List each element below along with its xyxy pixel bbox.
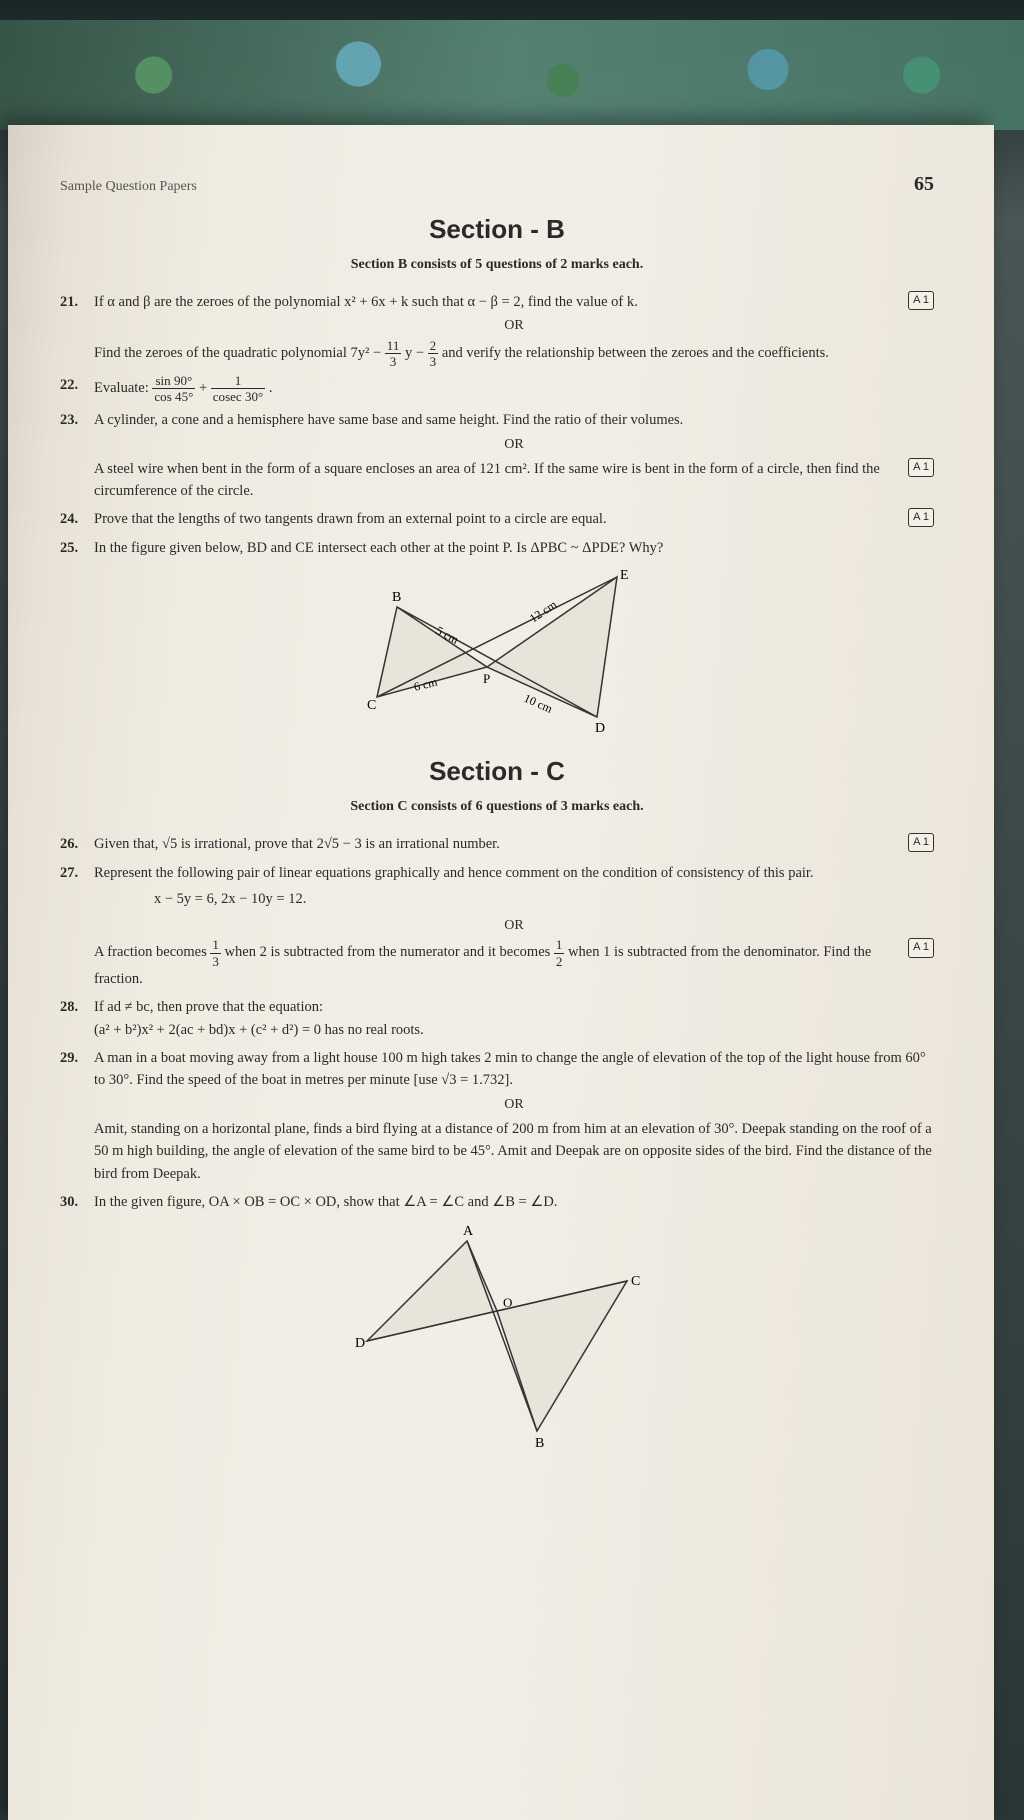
q23-text-b: A steel wire when bent in the form of a … <box>94 461 880 499</box>
question-25: 25. In the figure given below, BD and CE… <box>60 537 934 559</box>
q23-badge: A 1 <box>908 458 934 477</box>
q29-text-b: Amit, standing on a horizontal plane, fi… <box>94 1121 932 1182</box>
q23-num: 23. <box>60 409 94 502</box>
section-b-subtitle: Section B consists of 5 questions of 2 m… <box>60 257 934 273</box>
q28-line2: (a² + b²)x² + 2(ac + bd)x + (c² + d²) = … <box>94 1019 934 1041</box>
q25-label-D: D <box>595 721 605 736</box>
q30-text: In the given figure, OA × OB = OC × OD, … <box>94 1194 557 1210</box>
q25-body: In the figure given below, BD and CE int… <box>94 537 934 559</box>
q26-num: 26. <box>60 833 94 855</box>
q24-num: 24. <box>60 508 94 530</box>
q30-num: 30. <box>60 1191 94 1213</box>
q22-body: Evaluate: sin 90°cos 45° + 1cosec 30° . <box>94 374 934 403</box>
q21-badge: A 1 <box>908 291 934 310</box>
question-22: 22. Evaluate: sin 90°cos 45° + 1cosec 30… <box>60 374 934 403</box>
q30-svg: A D C B O <box>337 1221 657 1451</box>
question-27: 27. Represent the following pair of line… <box>60 862 934 990</box>
q28-num: 28. <box>60 996 94 1041</box>
q25-figure: B C D E P 5 cm 6 cm 10 cm 12 cm <box>60 567 934 742</box>
q25-label-P: P <box>483 671 490 686</box>
q30-body: In the given figure, OA × OB = OC × OD, … <box>94 1191 934 1213</box>
q27-frac1: 13 <box>210 938 221 967</box>
q23-body: A cylinder, a cone and a hemisphere have… <box>94 409 934 502</box>
q28-body: If ad ≠ bc, then prove that the equation… <box>94 996 934 1041</box>
floral-strip <box>0 20 1024 130</box>
q27-or: OR <box>94 915 934 937</box>
q27-eqn: x − 5y = 6, 2x − 10y = 12. <box>154 888 934 910</box>
question-29: 29. A man in a boat moving away from a l… <box>60 1047 934 1185</box>
q21-frac1: 113 <box>385 339 402 368</box>
q22-frac2: 1cosec 30° <box>211 374 266 403</box>
question-28: 28. If ad ≠ bc, then prove that the equa… <box>60 996 934 1041</box>
question-23: 23. A cylinder, a cone and a hemisphere … <box>60 409 934 502</box>
q24-badge: A 1 <box>908 508 934 527</box>
q23-text-a: A cylinder, a cone and a hemisphere have… <box>94 412 683 428</box>
q27-frac2: 12 <box>554 938 565 967</box>
q30-label-D: D <box>355 1336 365 1351</box>
q26-badge: A 1 <box>908 833 934 852</box>
q26-body: A 1 Given that, √5 is irrational, prove … <box>94 833 934 855</box>
q27-text-a: Represent the following pair of linear e… <box>94 865 814 881</box>
q21-num: 21. <box>60 291 94 368</box>
q25-num: 25. <box>60 537 94 559</box>
q27-badge: A 1 <box>908 938 934 957</box>
q24-body: A 1 Prove that the lengths of two tangen… <box>94 508 934 530</box>
q23-or: OR <box>94 434 934 456</box>
q25-label-B: B <box>392 590 401 605</box>
q22-num: 22. <box>60 374 94 403</box>
section-c-title: Section - C <box>60 756 934 787</box>
paper-page: Sample Question Papers 65 Section - B Se… <box>8 125 994 1820</box>
q21-text-b-post: and verify the relationship between the … <box>442 345 829 361</box>
running-head: Sample Question Papers <box>60 179 197 195</box>
q21-text-b-pre: Find the zeroes of the quadratic polynom… <box>94 345 385 361</box>
q22-pre: Evaluate: <box>94 380 152 396</box>
q21-y: y − <box>405 345 428 361</box>
q27-tb2: when 2 is subtracted from the numerator … <box>225 944 554 960</box>
question-24: 24. A 1 Prove that the lengths of two ta… <box>60 508 934 530</box>
q27-num: 27. <box>60 862 94 990</box>
page-header-row: Sample Question Papers 65 <box>60 173 934 196</box>
q22-post: . <box>269 380 273 396</box>
q27-tb1: A fraction becomes <box>94 944 210 960</box>
section-b-title: Section - B <box>60 214 934 245</box>
q22-plus: + <box>199 380 211 396</box>
q30-label-B: B <box>535 1436 544 1451</box>
q29-num: 29. <box>60 1047 94 1185</box>
q30-label-C: C <box>631 1274 640 1289</box>
q25-label-C: C <box>367 698 376 713</box>
page-number: 65 <box>914 173 934 196</box>
section-c-subtitle: Section C consists of 6 questions of 3 m… <box>60 799 934 815</box>
question-26: 26. A 1 Given that, √5 is irrational, pr… <box>60 833 934 855</box>
q24-text: Prove that the lengths of two tangents d… <box>94 511 607 527</box>
q25-svg: B C D E P 5 cm 6 cm 10 cm 12 cm <box>337 567 657 737</box>
q27-body: Represent the following pair of linear e… <box>94 862 934 990</box>
q25-label-E: E <box>620 568 629 583</box>
q30-label-O: O <box>503 1295 512 1310</box>
q29-body: A man in a boat moving away from a light… <box>94 1047 934 1185</box>
q21-body: A 1 If α and β are the zeroes of the pol… <box>94 291 934 368</box>
q21-frac2: 23 <box>428 339 439 368</box>
q25-text: In the figure given below, BD and CE int… <box>94 540 663 556</box>
q29-text-a: A man in a boat moving away from a light… <box>94 1050 926 1088</box>
q21-text-a: If α and β are the zeroes of the polynom… <box>94 294 638 310</box>
q21-or: OR <box>94 315 934 337</box>
question-30: 30. In the given figure, OA × OB = OC × … <box>60 1191 934 1213</box>
q22-frac1: sin 90°cos 45° <box>152 374 195 403</box>
q30-label-A: A <box>463 1224 474 1239</box>
q30-figure: A D C B O <box>60 1221 934 1456</box>
q28-line1: If ad ≠ bc, then prove that the equation… <box>94 996 934 1018</box>
question-21: 21. A 1 If α and β are the zeroes of the… <box>60 291 934 368</box>
q26-text: Given that, √5 is irrational, prove that… <box>94 836 500 852</box>
q29-or: OR <box>94 1094 934 1116</box>
